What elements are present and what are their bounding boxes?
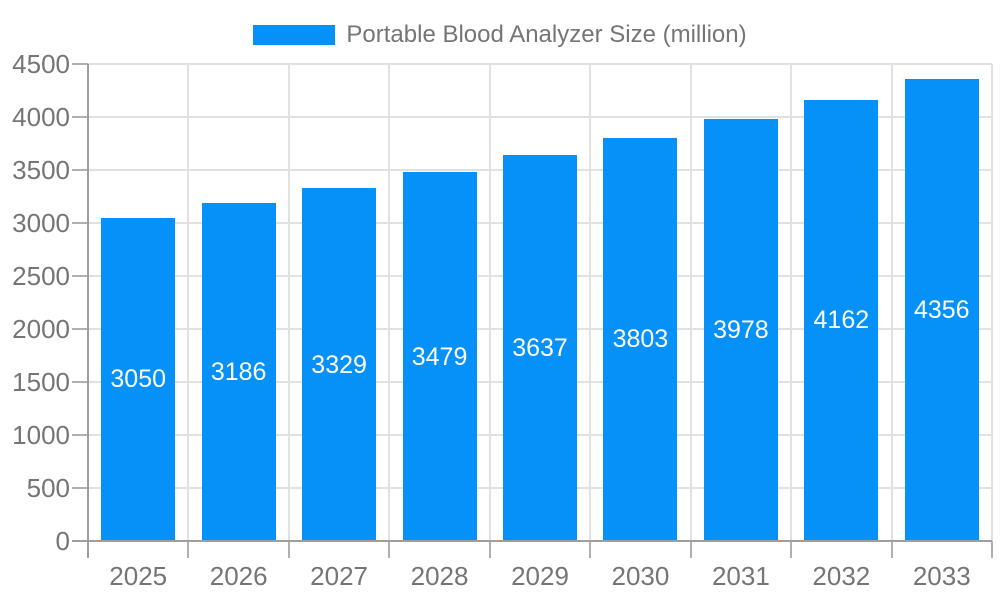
x-gridline <box>187 64 190 541</box>
bar-value-label: 4162 <box>813 306 870 335</box>
x-gridline <box>890 64 893 541</box>
chart-legend[interactable]: Portable Blood Analyzer Size (million) <box>0 21 1000 48</box>
bar[interactable] <box>603 137 678 541</box>
x-tick-label: 2030 <box>611 561 670 591</box>
y-axis-tick <box>72 169 88 171</box>
y-tick-label: 2000 <box>12 314 70 344</box>
y-axis-line <box>87 64 89 558</box>
bar[interactable] <box>703 119 778 541</box>
bar-value-label: 4356 <box>913 296 970 325</box>
x-gridline <box>488 64 491 541</box>
bar[interactable] <box>904 79 979 541</box>
y-axis-tick <box>72 222 88 224</box>
bar[interactable] <box>804 99 879 541</box>
x-axis-tick <box>187 541 190 558</box>
y-axis-tick <box>72 434 88 436</box>
bar[interactable] <box>201 203 276 541</box>
bar-value-label: 3329 <box>311 350 367 379</box>
y-tick-label: 0 <box>55 526 70 556</box>
y-gridline <box>88 63 992 65</box>
x-axis-tick <box>991 541 993 558</box>
bar[interactable] <box>302 188 377 541</box>
x-tick-label: 2025 <box>109 561 168 591</box>
bar-value-label: 3186 <box>210 358 267 387</box>
x-tick-label: 2032 <box>812 561 871 591</box>
x-tick-label: 2027 <box>310 561 369 591</box>
x-gridline <box>287 64 290 541</box>
x-axis-tick <box>589 541 592 558</box>
bar-value-label: 3050 <box>110 365 167 394</box>
bar-value-label: 3637 <box>512 334 568 363</box>
bar-value-label: 3803 <box>612 325 669 354</box>
y-axis-tick <box>72 381 88 383</box>
y-tick-label: 1000 <box>12 420 70 450</box>
x-axis-tick <box>388 541 391 558</box>
legend-swatch-icon <box>253 25 336 45</box>
y-tick-label: 4500 <box>12 49 70 79</box>
y-tick-label: 2500 <box>12 261 70 291</box>
x-tick-label: 2028 <box>410 561 469 591</box>
y-axis-tick <box>72 116 88 118</box>
x-gridline <box>689 64 692 541</box>
y-axis-tick <box>72 487 88 489</box>
x-axis-tick <box>890 541 893 558</box>
bar[interactable] <box>402 172 477 541</box>
y-tick-label: 4000 <box>12 102 70 132</box>
x-gridline <box>991 64 993 541</box>
y-tick-label: 3000 <box>12 208 70 238</box>
y-tick-label: 3500 <box>12 155 70 185</box>
bar[interactable] <box>101 217 176 541</box>
x-tick-label: 2031 <box>711 561 770 591</box>
x-axis-tick <box>488 541 491 558</box>
y-tick-label: 500 <box>26 473 70 503</box>
y-axis-tick <box>72 63 88 65</box>
x-gridline <box>589 64 592 541</box>
x-axis-tick <box>287 541 290 558</box>
x-axis-tick <box>689 541 692 558</box>
x-tick-label: 2026 <box>209 561 268 591</box>
bar-value-label: 3479 <box>411 342 468 371</box>
x-gridline <box>388 64 391 541</box>
y-axis-tick <box>72 328 88 330</box>
x-axis-tick <box>790 541 793 558</box>
bar-value-label: 3978 <box>713 316 769 345</box>
x-tick-label: 2029 <box>511 561 569 591</box>
x-tick-label: 2033 <box>912 561 971 591</box>
y-tick-label: 1500 <box>12 367 70 397</box>
bar[interactable] <box>503 155 577 541</box>
legend-label: Portable Blood Analyzer Size (million) <box>346 21 747 48</box>
y-axis-tick <box>72 275 88 277</box>
x-gridline <box>790 64 793 541</box>
